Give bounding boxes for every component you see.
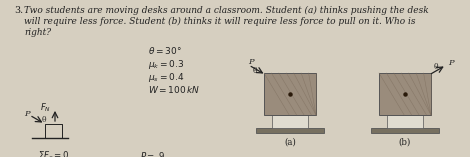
Bar	[256, 128, 324, 133]
Text: θ: θ	[41, 116, 46, 124]
Text: (b): (b)	[399, 138, 411, 147]
Text: $F_N$: $F_N$	[40, 102, 51, 114]
Text: will require less force. Student (b) thinks it will require less force to pull o: will require less force. Student (b) thi…	[24, 17, 415, 26]
Bar	[272, 115, 308, 128]
Text: $W = 100 \, kN$: $W = 100 \, kN$	[148, 84, 200, 95]
Bar	[379, 73, 431, 115]
Text: P: P	[448, 59, 454, 67]
Text: θ: θ	[434, 63, 439, 71]
Text: right?: right?	[24, 28, 51, 37]
Text: (a): (a)	[284, 138, 296, 147]
Bar	[264, 73, 316, 115]
Text: θ: θ	[253, 67, 257, 75]
Bar	[371, 128, 439, 133]
Text: Two students are moving desks around a classroom. Student (a) thinks pushing the: Two students are moving desks around a c…	[24, 6, 429, 15]
Text: $\Sigma F_x{=}0$: $\Sigma F_x{=}0$	[38, 150, 70, 157]
Text: P: P	[248, 58, 253, 66]
Bar	[387, 115, 423, 128]
Text: $\theta = 30°$: $\theta = 30°$	[148, 45, 181, 56]
Text: P: P	[24, 110, 30, 118]
Text: 3.: 3.	[14, 6, 23, 15]
Text: $P{=}\ 9$: $P{=}\ 9$	[140, 150, 165, 157]
Text: $\mu_s = 0.4$: $\mu_s = 0.4$	[148, 71, 184, 84]
Text: $\mu_k = 0.3$: $\mu_k = 0.3$	[148, 58, 184, 71]
